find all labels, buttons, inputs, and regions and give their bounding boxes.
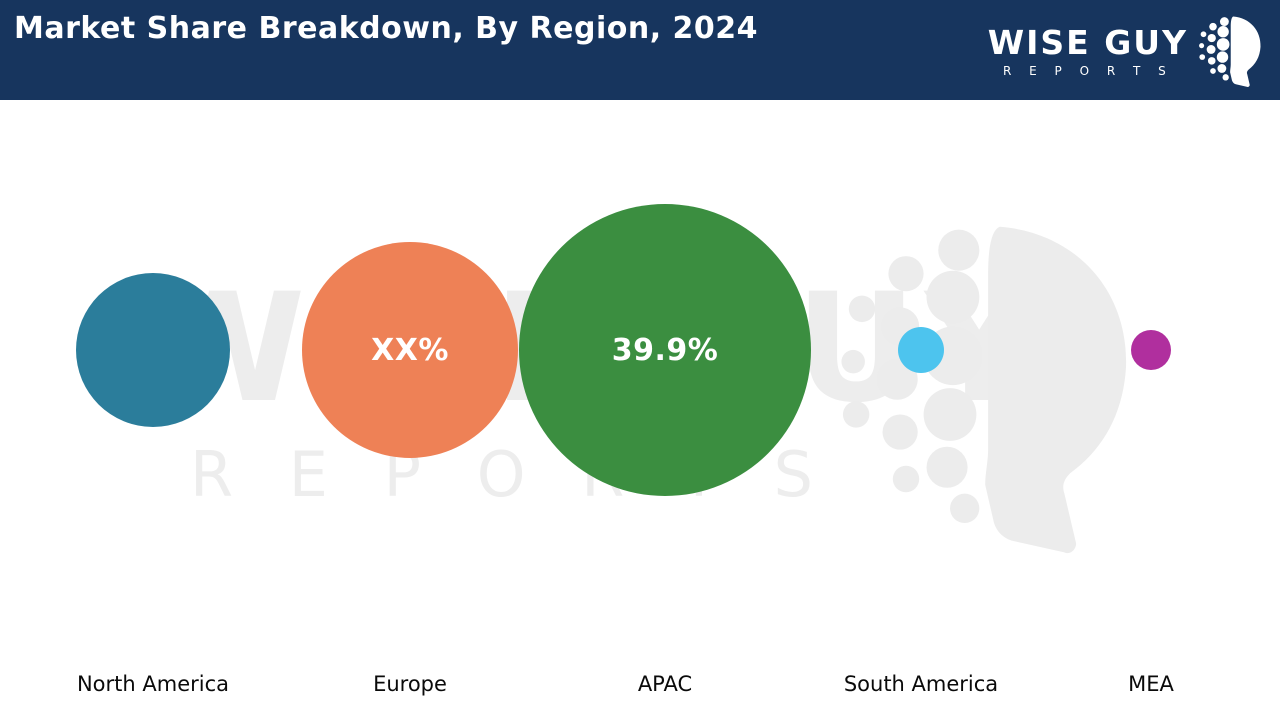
bubble-europe: XX%	[302, 242, 518, 458]
header-bar: Market Share Breakdown, By Region, 2024 …	[0, 0, 1280, 100]
wiseguy-logo-text: WISE GUY R E P O R T S	[988, 26, 1188, 78]
logo-subtext: R E P O R T S	[1002, 63, 1173, 78]
wiseguy-logo: WISE GUY R E P O R T S	[988, 14, 1270, 90]
bubble-apac: 39.9%	[519, 204, 811, 496]
wiseguy-head-icon	[1199, 16, 1261, 88]
logo-wordmark: WISE GUY	[987, 23, 1188, 63]
category-label-south-america: South America	[843, 672, 999, 696]
category-label-north-america: North America	[76, 672, 230, 696]
page-title: Market Share Breakdown, By Region, 2024	[14, 11, 759, 46]
bubble-value-apac: 39.9%	[611, 332, 719, 368]
bubble-north-america	[76, 273, 230, 427]
category-label-mea: MEA	[1128, 672, 1174, 696]
category-label-apac: APAC	[637, 672, 693, 696]
bubble-mea	[1131, 330, 1171, 370]
category-label-europe: Europe	[373, 672, 447, 696]
bubble-south-america	[898, 327, 944, 373]
bubble-value-europe: XX%	[371, 332, 449, 368]
